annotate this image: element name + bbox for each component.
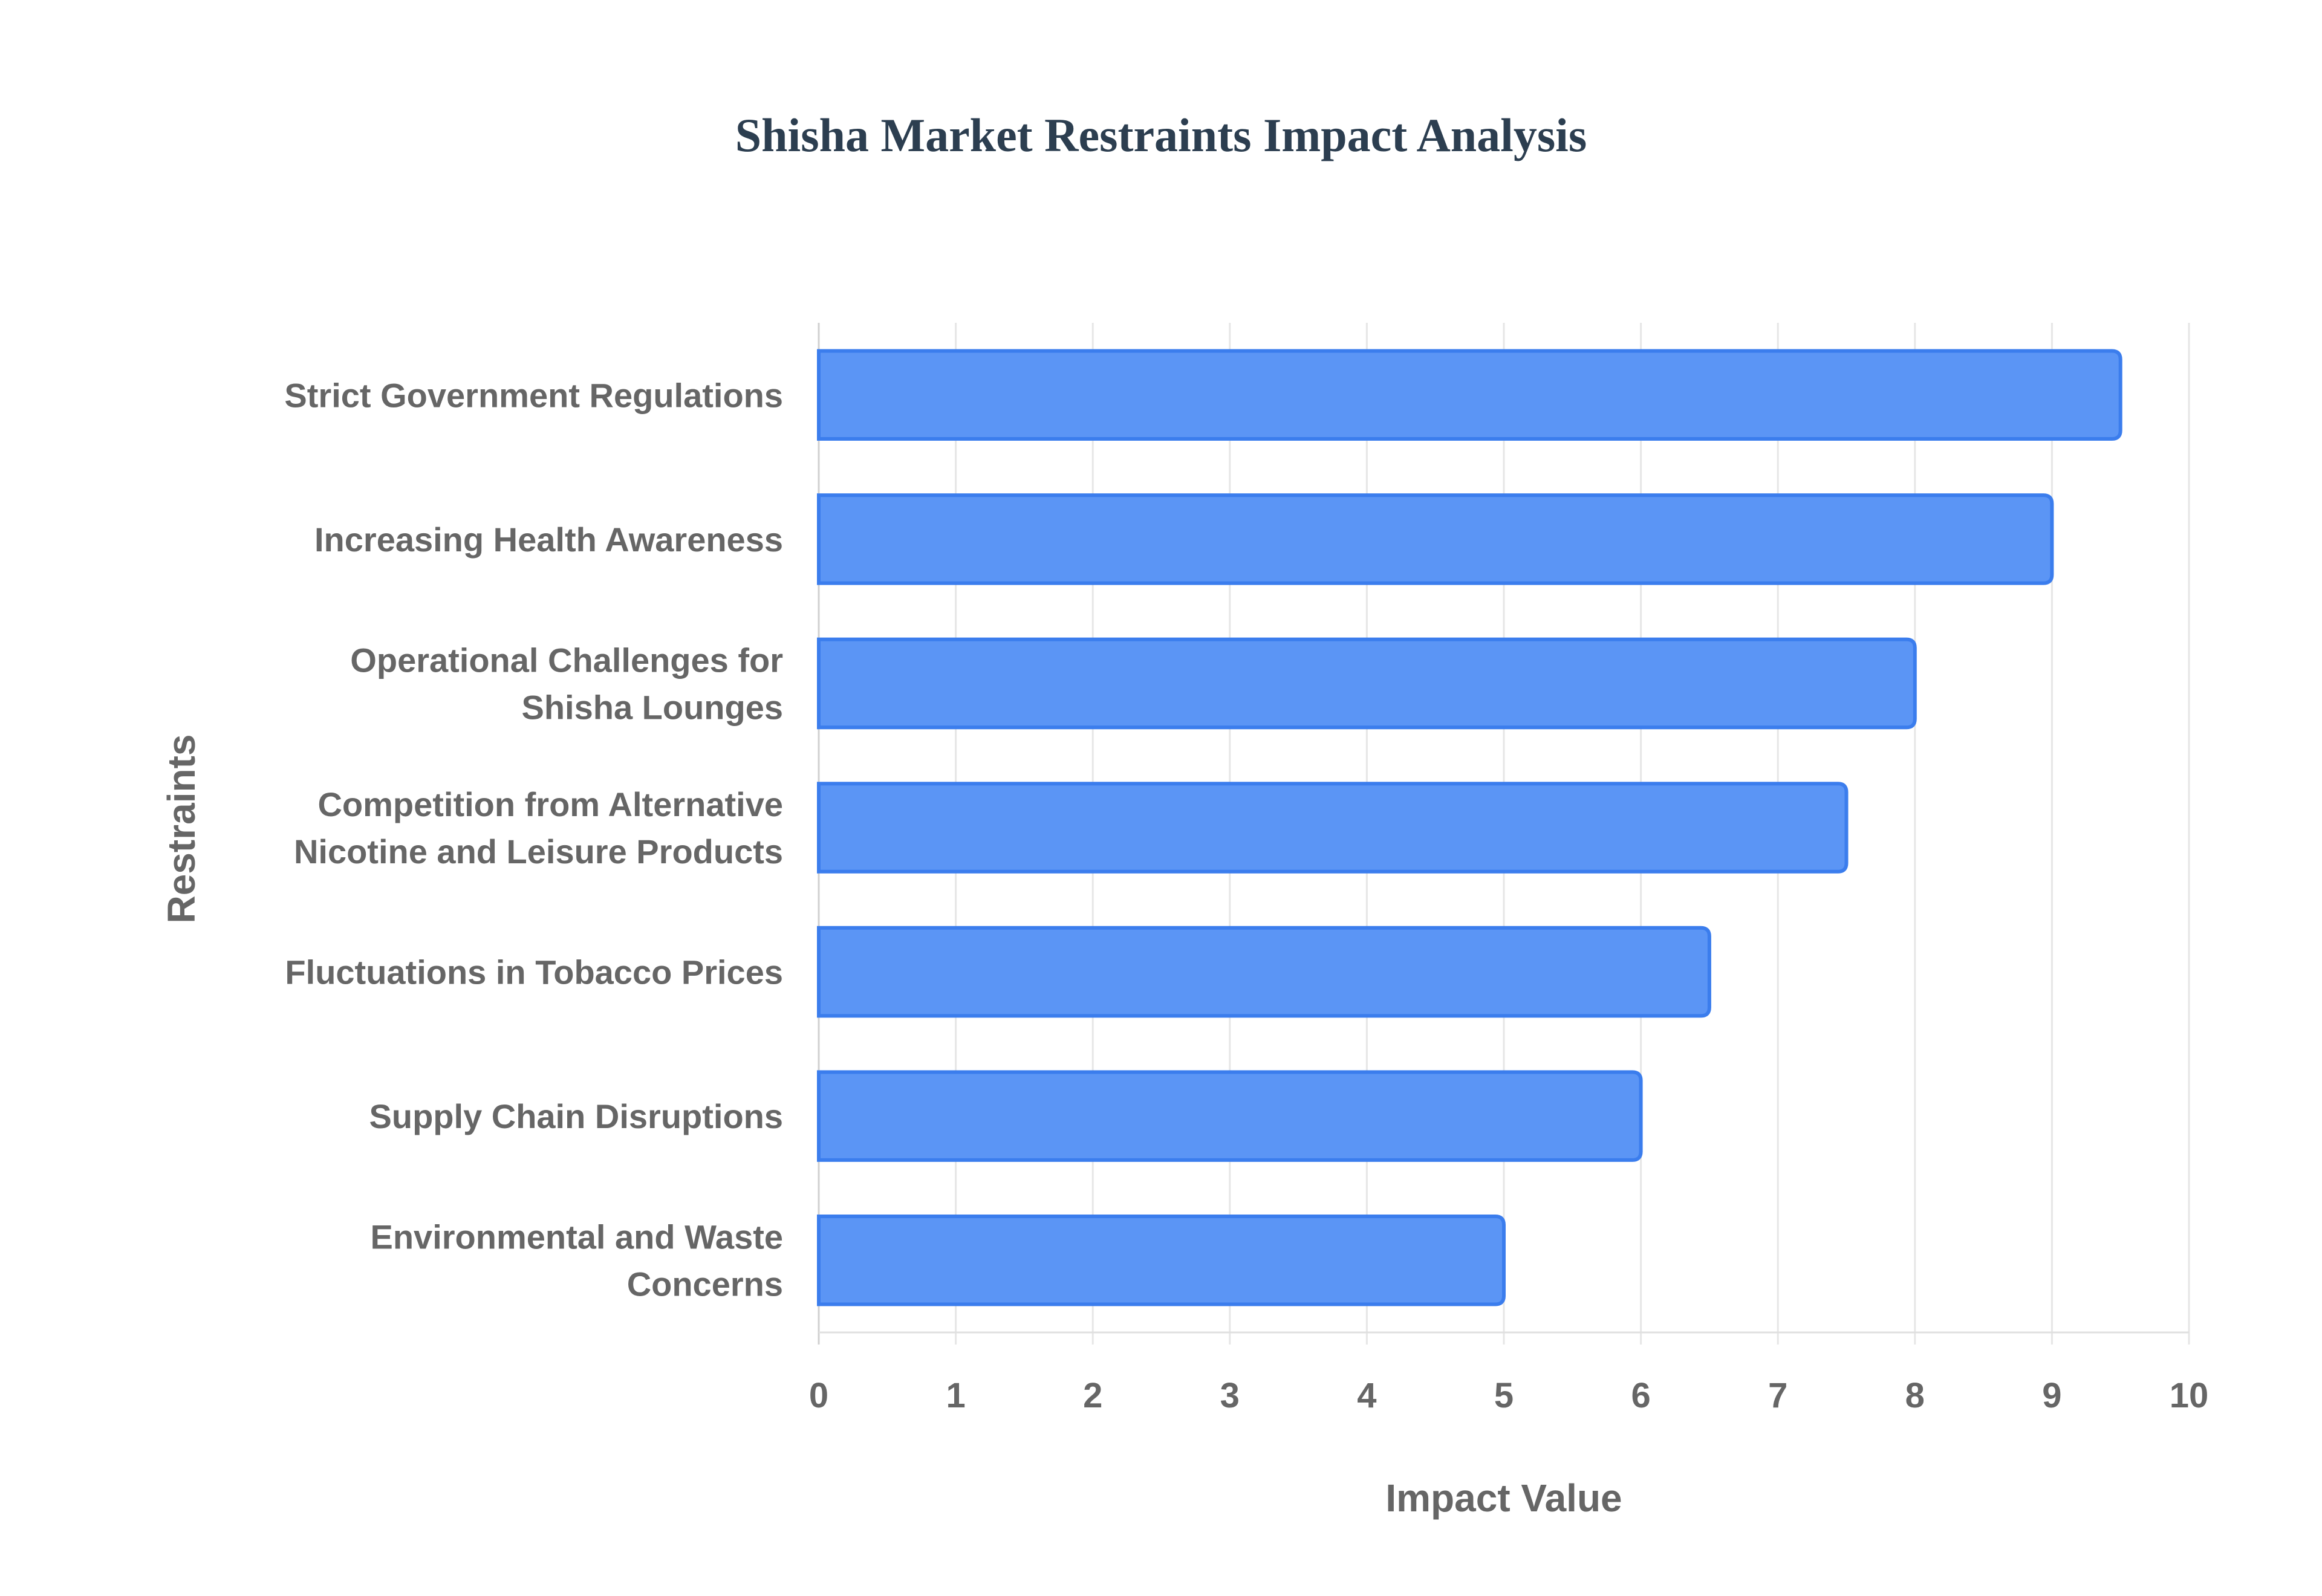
category-label: Strict Government Regulations xyxy=(284,376,783,414)
category-label: Supply Chain Disruptions xyxy=(369,1097,783,1135)
category-label-line: Shisha Lounges xyxy=(522,688,784,726)
category-label-line: Supply Chain Disruptions xyxy=(369,1097,783,1135)
category-label-line: Nicotine and Leisure Products xyxy=(294,832,783,871)
bar[interactable] xyxy=(817,782,1849,874)
bar[interactable] xyxy=(817,637,1917,730)
x-tick-label: 4 xyxy=(1357,1376,1376,1415)
x-tick-label: 6 xyxy=(1631,1376,1650,1415)
category-label: Fluctuations in Tobacco Prices xyxy=(285,953,783,991)
bar[interactable] xyxy=(817,1070,1643,1162)
category-label: Increasing Health Awareness xyxy=(314,521,783,559)
bar[interactable] xyxy=(817,349,2122,441)
category-label: Operational Challenges for Shisha Lounges xyxy=(350,641,783,726)
bar[interactable] xyxy=(817,926,1711,1018)
category-label-line: Operational Challenges for xyxy=(350,641,783,679)
category-label: Competition from Alternative Nicotine and… xyxy=(294,785,783,871)
bars xyxy=(817,349,2122,1306)
x-tick-labels: 0 1 2 3 4 5 6 7 8 9 10 xyxy=(809,1376,2208,1415)
x-tick-label: 7 xyxy=(1768,1376,1787,1415)
x-tick-label: 8 xyxy=(1905,1376,1925,1415)
x-tick-label: 10 xyxy=(2170,1376,2209,1415)
x-tick-label: 5 xyxy=(1494,1376,1514,1415)
category-label-line: Environmental and Waste xyxy=(371,1218,784,1256)
x-tick-label: 0 xyxy=(809,1376,828,1415)
category-label-line: Fluctuations in Tobacco Prices xyxy=(285,953,783,991)
category-label: Environmental and Waste Concerns xyxy=(371,1218,784,1303)
category-label-line: Strict Government Regulations xyxy=(284,376,783,414)
bar[interactable] xyxy=(817,1214,1506,1306)
chart-title: Shisha Market Restraints Impact Analysis xyxy=(735,109,1587,161)
y-axis-title: Restraints xyxy=(160,735,203,924)
x-tick-label: 1 xyxy=(946,1376,965,1415)
x-axis-title: Impact Value xyxy=(1385,1476,1622,1520)
category-labels: Strict Government Regulations Increasing … xyxy=(284,376,783,1303)
category-label-line: Concerns xyxy=(627,1265,783,1303)
bar[interactable] xyxy=(817,493,2054,585)
x-tick-label: 9 xyxy=(2042,1376,2061,1415)
x-tick-label: 3 xyxy=(1220,1376,1240,1415)
category-label-line: Competition from Alternative xyxy=(317,785,783,823)
category-label-line: Increasing Health Awareness xyxy=(314,521,783,559)
x-tick-label: 2 xyxy=(1083,1376,1102,1415)
